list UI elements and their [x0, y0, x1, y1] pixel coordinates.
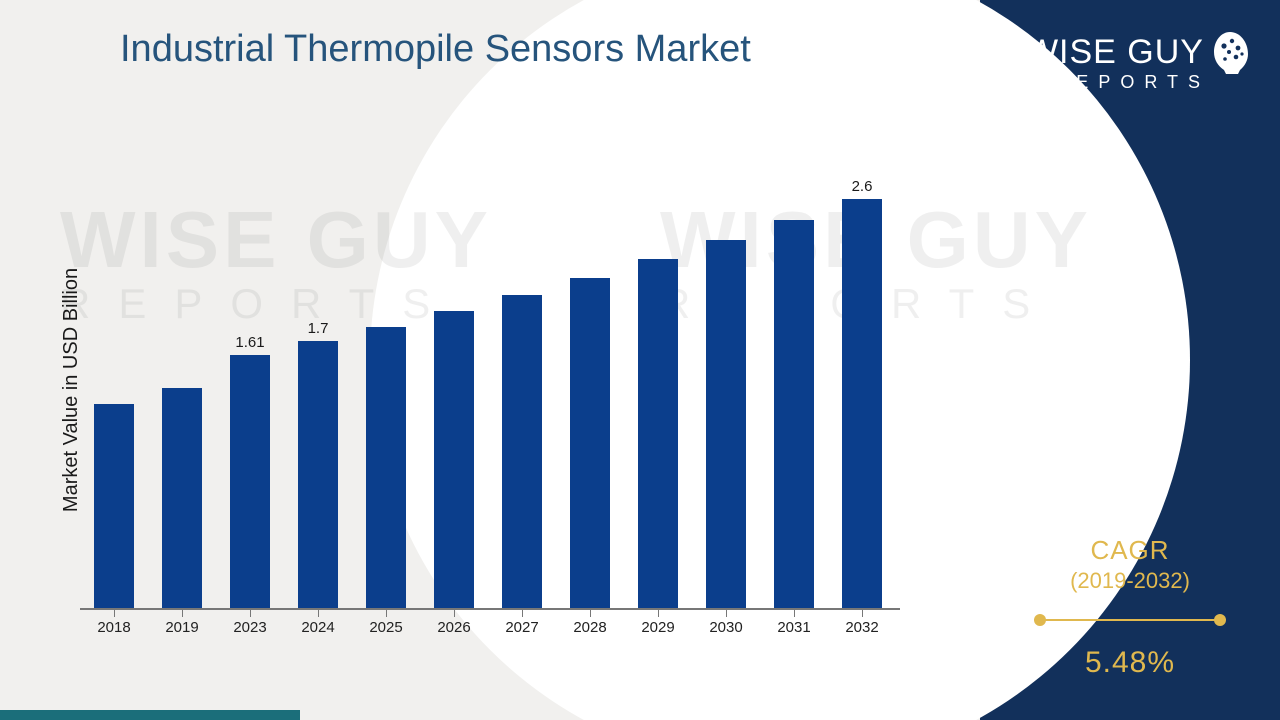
bar	[774, 220, 814, 608]
x-tick	[862, 610, 863, 617]
x-tick-label: 2019	[152, 619, 212, 636]
x-tick-label: 2027	[492, 619, 552, 636]
x-tick-label: 2024	[288, 619, 348, 636]
x-tick-label: 2026	[424, 619, 484, 636]
bar-value-label: 1.7	[288, 320, 348, 337]
logo-text-line2: REPORTS	[1026, 72, 1250, 93]
bar	[230, 355, 270, 608]
x-tick	[454, 610, 455, 617]
x-tick-label: 2031	[764, 619, 824, 636]
bar	[94, 404, 134, 608]
x-tick	[794, 610, 795, 617]
cagr-separator	[1040, 610, 1220, 630]
x-tick	[386, 610, 387, 617]
chart-title: Industrial Thermopile Sensors Market	[120, 28, 820, 72]
x-tick	[658, 610, 659, 617]
bar	[162, 388, 202, 608]
cagr-title: CAGR	[1020, 535, 1240, 566]
logo-head-icon	[1210, 30, 1250, 74]
bar-chart: 2018201920231.6120241.720252026202720282…	[80, 170, 900, 610]
x-tick-label: 2018	[84, 619, 144, 636]
x-tick	[250, 610, 251, 617]
x-tick	[522, 610, 523, 617]
x-tick-label: 2030	[696, 619, 756, 636]
bar	[366, 327, 406, 608]
x-tick-label: 2023	[220, 619, 280, 636]
bar	[570, 278, 610, 608]
bar	[638, 259, 678, 608]
bar-value-label: 1.61	[220, 334, 280, 351]
cagr-box: CAGR (2019-2032) 5.48%	[1020, 535, 1240, 680]
bar-value-label: 2.6	[832, 178, 892, 195]
cagr-value: 5.48%	[1020, 646, 1240, 680]
bar	[502, 295, 542, 608]
x-tick-label: 2032	[832, 619, 892, 636]
x-tick	[318, 610, 319, 617]
x-tick-label: 2025	[356, 619, 416, 636]
x-tick	[182, 610, 183, 617]
bar	[434, 311, 474, 608]
bar	[706, 240, 746, 608]
x-tick	[114, 610, 115, 617]
cagr-range: (2019-2032)	[1020, 568, 1240, 594]
logo-text-line1: WISE GUY	[1026, 33, 1204, 72]
bar	[298, 341, 338, 608]
x-tick-label: 2028	[560, 619, 620, 636]
bar	[842, 199, 882, 608]
brand-logo: WISE GUY REPORTS	[1026, 30, 1250, 93]
x-tick-label: 2029	[628, 619, 688, 636]
bottom-accent-bar	[0, 710, 300, 720]
x-tick	[726, 610, 727, 617]
x-tick	[590, 610, 591, 617]
x-axis-baseline	[80, 608, 900, 610]
